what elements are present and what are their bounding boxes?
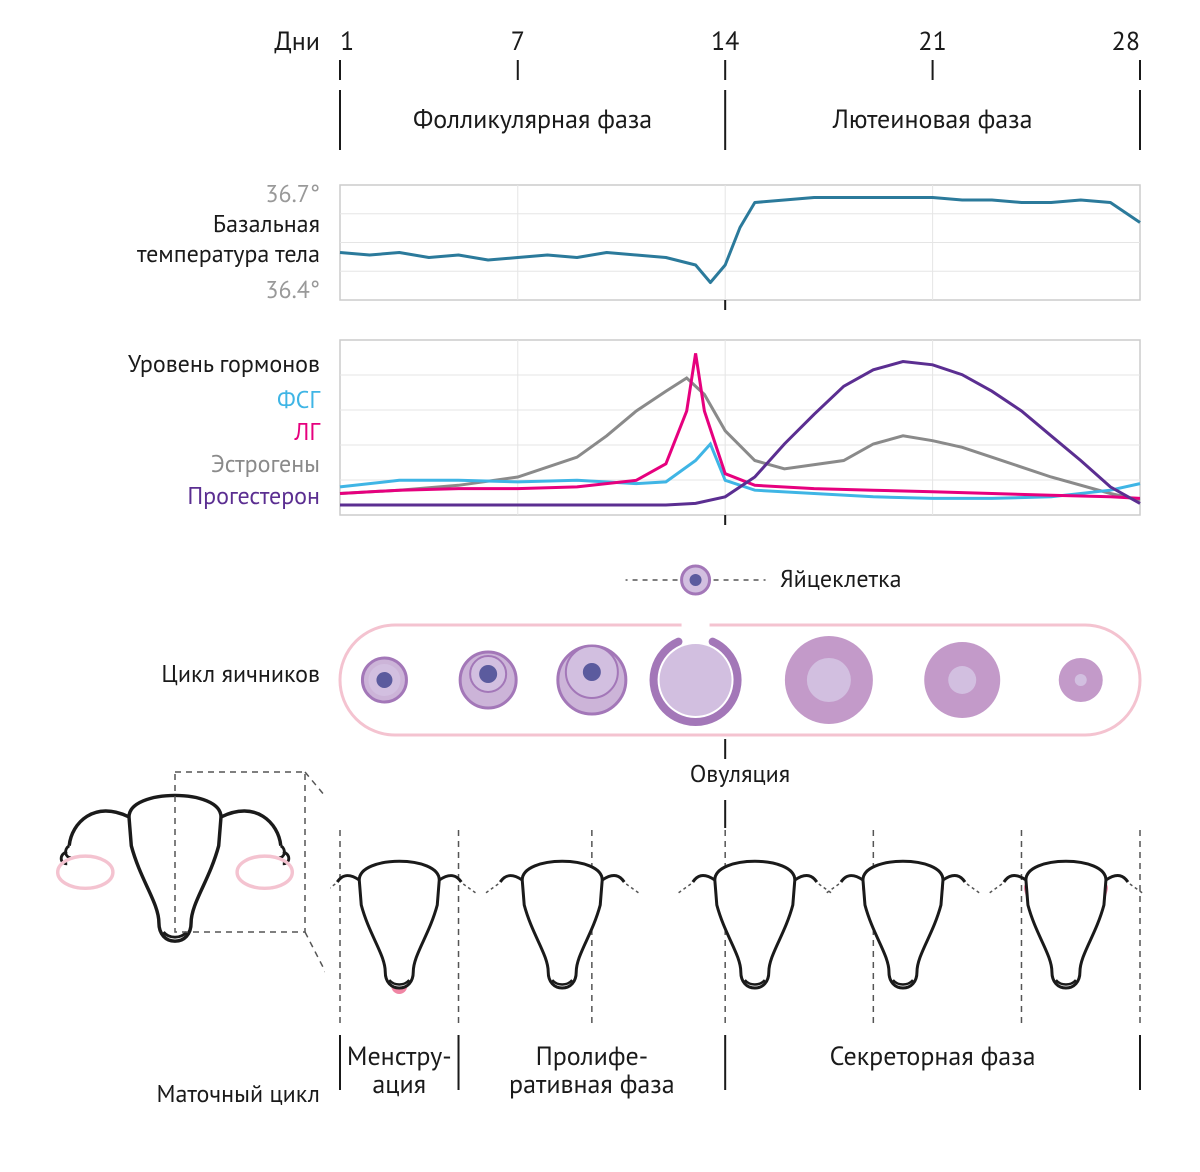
svg-text:Секреторная фаза: Секреторная фаза	[830, 1040, 1036, 1073]
svg-text:Фолликулярная фаза: Фолликулярная фаза	[413, 103, 652, 136]
svg-text:7: 7	[511, 25, 525, 58]
svg-text:1: 1	[340, 25, 354, 58]
ovarian-cycle-title: Цикл яичников	[20, 660, 320, 689]
days-axis-label: Дни	[20, 26, 320, 57]
ovarian-cycle-chart	[330, 550, 1170, 780]
ovulation-label: Овуляция	[330, 760, 1150, 789]
svg-text:21: 21	[918, 25, 946, 58]
legend-estrogen: Эстрогены	[20, 450, 320, 479]
legend-progesterone: Прогестерон	[20, 482, 320, 511]
svg-text:ративная фаза: ративная фаза	[509, 1068, 675, 1100]
menstrual-cycle-diagram: Дни 1 7 14 21 28 Фолликулярная фаза Лютеиновая…	[20, 20, 1180, 1152]
svg-text:28: 28	[1112, 25, 1140, 58]
svg-text:ация: ация	[372, 1068, 426, 1100]
temp-low-label: 36.4°	[20, 276, 320, 305]
hormone-chart	[330, 335, 1170, 525]
temp-title-1: Базальная	[20, 210, 320, 239]
uterus-key-illustration	[25, 760, 325, 1020]
days-axis: 1 7 14 21 28 Фолликулярная фаза Лютеиновая фаз…	[330, 20, 1170, 170]
hormone-title: Уровень гормонов	[20, 350, 320, 379]
legend-fsh: ФСГ	[20, 386, 320, 415]
temp-high-label: 36.7°	[20, 180, 320, 209]
uterine-cycle-chart: Менстру-ацияПролифе-ративная фазаСекрето…	[330, 800, 1170, 1100]
svg-text:14: 14	[711, 25, 739, 58]
uterine-cycle-title: Маточный цикл	[20, 1080, 320, 1109]
legend-lh: ЛГ	[20, 418, 320, 447]
temp-title-2: температура тела	[20, 240, 320, 269]
temperature-chart	[330, 180, 1170, 310]
svg-text:Лютеиновая фаза: Лютеиновая фаза	[832, 103, 1033, 136]
